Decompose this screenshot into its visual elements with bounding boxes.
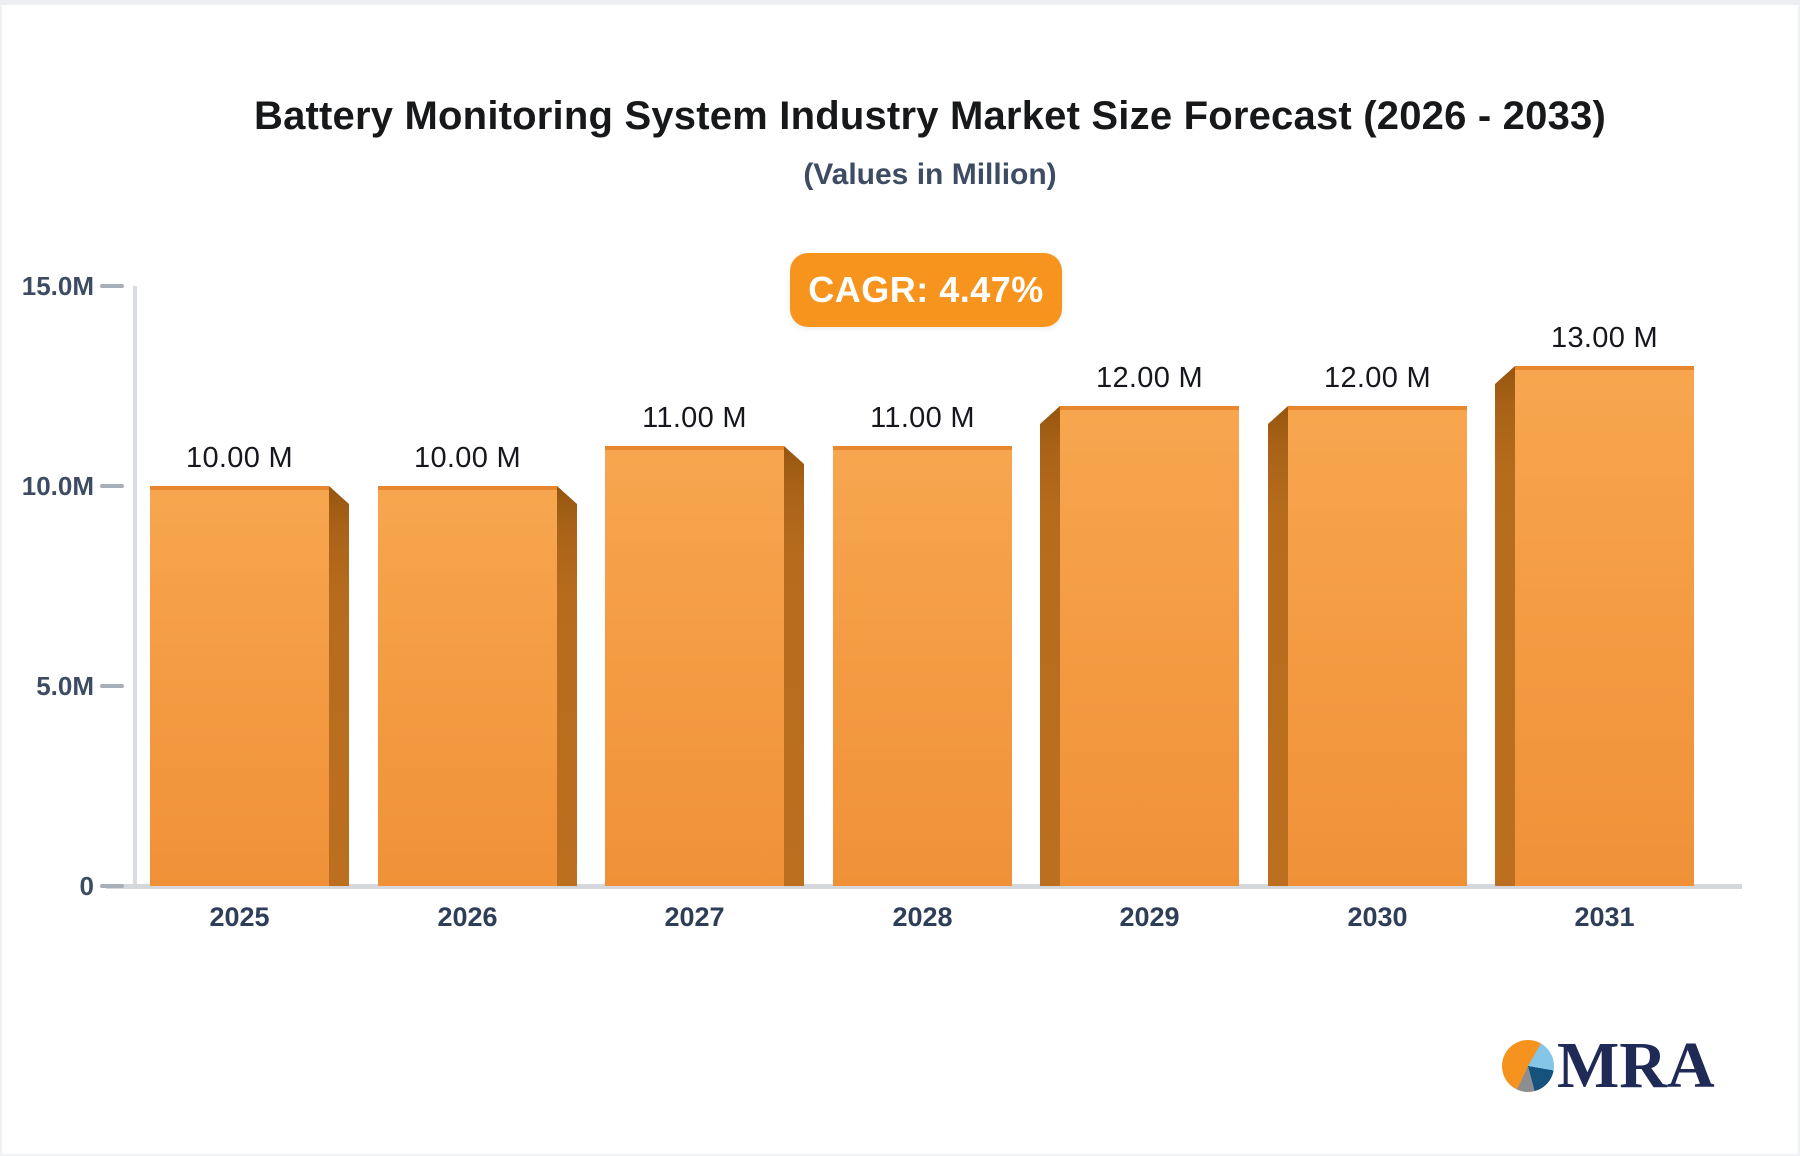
bar-value-label-2026: 10.00 M: [414, 442, 521, 474]
x-axis-baseline: [106, 884, 1742, 889]
chart-subtitle: (Values in Million): [803, 158, 1057, 191]
x-axis-label-2026: 2026: [437, 902, 498, 932]
bar-2030: [1288, 406, 1467, 886]
y-axis-tick-label: 10.0M: [21, 471, 94, 501]
x-axis-label-2029: 2029: [1119, 902, 1180, 932]
bar-value-label-2028: 11.00 M: [870, 402, 975, 434]
pie-chart-logo-icon: [1502, 1040, 1554, 1092]
bar-value-label-2029: 12.00 M: [1096, 362, 1203, 394]
bar-2029: [1060, 406, 1239, 886]
x-axis-label-2031: 2031: [1574, 902, 1635, 932]
y-axis-tick-mark: [100, 884, 124, 888]
y-axis-tick-mark: [100, 684, 124, 688]
y-axis-tick-label: 5.0M: [36, 671, 94, 701]
y-axis-tick-label: 0: [79, 871, 94, 901]
bar-2026: [378, 486, 557, 886]
bar-3d-side-2029: [1040, 406, 1060, 886]
bar-2025: [150, 486, 329, 886]
bar-3d-side-2027: [784, 446, 804, 886]
y-axis-tick-label: 15.0M: [21, 271, 94, 301]
cagr-badge: CAGR: 4.47%: [790, 253, 1062, 327]
bar-value-label-2027: 11.00 M: [642, 402, 747, 434]
x-axis-label-2030: 2030: [1347, 902, 1408, 932]
bar-3d-side-2026: [557, 486, 577, 886]
bar-2027: [605, 446, 784, 886]
bar-3d-side-2030: [1268, 406, 1288, 886]
y-axis-tick-mark: [100, 284, 124, 288]
bar-3d-side-2031: [1495, 366, 1515, 886]
brand-logo-text: MRA: [1557, 1029, 1715, 1102]
page-edge-strip: [0, 0, 1800, 5]
y-axis-tick-mark: [100, 484, 124, 488]
x-axis-label-2027: 2027: [664, 902, 725, 932]
bar-value-label-2025: 10.00 M: [186, 442, 293, 474]
bar-value-label-2031: 13.00 M: [1551, 322, 1658, 354]
bar-3d-side-2025: [329, 486, 349, 886]
bar-2028: [833, 446, 1012, 886]
brand-logo: MRA: [1502, 1029, 1715, 1102]
bar-value-label-2030: 12.00 M: [1324, 362, 1431, 394]
bar-2031: [1515, 366, 1694, 886]
y-axis-line: [133, 286, 137, 886]
x-axis-label-2028: 2028: [892, 902, 953, 932]
chart-title: Battery Monitoring System Industry Marke…: [253, 94, 1606, 138]
x-axis-label-2025: 2025: [209, 902, 270, 932]
